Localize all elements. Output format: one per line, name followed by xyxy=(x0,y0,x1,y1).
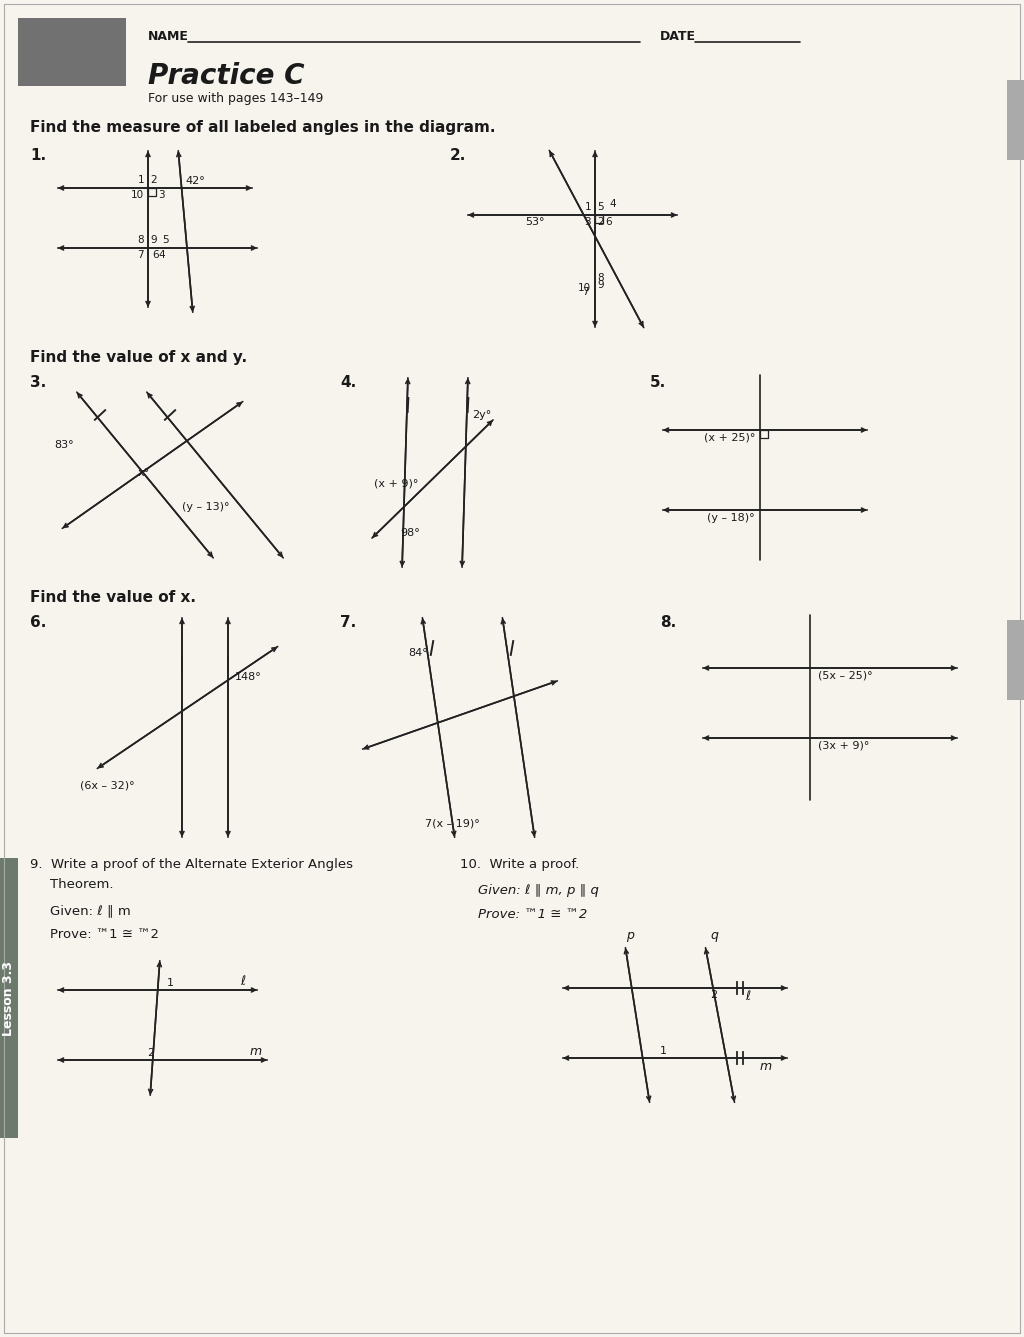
Bar xyxy=(1007,80,1024,160)
Text: Prove: ™1 ≅ ™2: Prove: ™1 ≅ ™2 xyxy=(50,928,159,941)
Text: ℓ: ℓ xyxy=(745,989,751,1003)
Text: Find the value of x and y.: Find the value of x and y. xyxy=(30,350,247,365)
Text: 4: 4 xyxy=(158,250,165,259)
Text: p: p xyxy=(626,929,634,943)
Text: 1: 1 xyxy=(137,175,144,185)
Text: 1: 1 xyxy=(660,1046,667,1056)
Text: (5x – 25)°: (5x – 25)° xyxy=(818,670,872,681)
Text: 3.3: 3.3 xyxy=(40,56,104,90)
Text: 98°: 98° xyxy=(400,528,420,537)
Text: 3.: 3. xyxy=(30,374,46,390)
Text: Given: ℓ ∥ m: Given: ℓ ∥ m xyxy=(50,904,131,917)
Text: 10: 10 xyxy=(578,283,591,293)
Text: Theorem.: Theorem. xyxy=(50,878,114,890)
Text: 2: 2 xyxy=(150,175,157,185)
Text: 4: 4 xyxy=(609,199,615,209)
Text: 84°: 84° xyxy=(408,648,428,658)
Text: 6.: 6. xyxy=(30,615,46,630)
Text: (3x + 9)°: (3x + 9)° xyxy=(818,739,869,750)
Text: Lesson 3.3: Lesson 3.3 xyxy=(2,960,15,1035)
Text: 10: 10 xyxy=(131,190,144,201)
Text: x°: x° xyxy=(138,468,151,479)
Text: 2: 2 xyxy=(147,1048,155,1058)
Text: m: m xyxy=(760,1060,772,1074)
Text: (x + 25)°: (x + 25)° xyxy=(703,433,755,443)
Text: 8: 8 xyxy=(597,273,603,283)
Text: 1.: 1. xyxy=(30,148,46,163)
Text: 9: 9 xyxy=(150,235,157,245)
Text: 6: 6 xyxy=(152,250,159,259)
Text: 8: 8 xyxy=(137,235,144,245)
Bar xyxy=(1007,620,1024,701)
Bar xyxy=(0,858,18,1138)
Text: 1: 1 xyxy=(167,977,174,988)
Text: 3: 3 xyxy=(585,217,591,227)
Text: 42°: 42° xyxy=(185,176,205,186)
Text: 7: 7 xyxy=(583,287,589,297)
Text: 148°: 148° xyxy=(234,673,262,682)
Text: 9: 9 xyxy=(597,279,603,290)
Text: 53°: 53° xyxy=(525,217,545,227)
Text: 5: 5 xyxy=(597,202,603,213)
Text: 83°: 83° xyxy=(54,440,74,451)
Text: Given: ℓ ∥ m, p ∥ q: Given: ℓ ∥ m, p ∥ q xyxy=(478,884,599,897)
Text: (y – 18)°: (y – 18)° xyxy=(708,513,755,523)
Text: 9.  Write a proof of the Alternate Exterior Angles: 9. Write a proof of the Alternate Exteri… xyxy=(30,858,353,870)
Text: Practice C: Practice C xyxy=(148,62,304,90)
Text: 4.: 4. xyxy=(340,374,356,390)
Text: (6x – 32)°: (6x – 32)° xyxy=(80,779,134,790)
Text: For use with pages 143–149: For use with pages 143–149 xyxy=(148,92,324,106)
Text: Find the value of x.: Find the value of x. xyxy=(30,590,196,606)
Text: 7.: 7. xyxy=(340,615,356,630)
Text: LESSON: LESSON xyxy=(48,35,96,45)
Text: Find the measure of all labeled angles in the diagram.: Find the measure of all labeled angles i… xyxy=(30,120,496,135)
Text: 2: 2 xyxy=(597,217,603,227)
Text: 8.: 8. xyxy=(660,615,676,630)
Text: ℓ: ℓ xyxy=(240,975,245,988)
Text: m: m xyxy=(250,1046,262,1058)
Text: 7(x – 19)°: 7(x – 19)° xyxy=(425,818,480,828)
Text: 1: 1 xyxy=(585,202,591,213)
Text: 7: 7 xyxy=(137,250,144,259)
Text: 6: 6 xyxy=(605,217,611,227)
Text: (y – 13)°: (y – 13)° xyxy=(182,501,229,512)
Text: NAME: NAME xyxy=(148,29,188,43)
Text: 2.: 2. xyxy=(450,148,466,163)
Bar xyxy=(18,17,126,86)
Text: 2: 2 xyxy=(710,989,717,1000)
Text: 10.  Write a proof.: 10. Write a proof. xyxy=(460,858,580,870)
Text: (x + 9)°: (x + 9)° xyxy=(374,479,419,488)
Text: 5: 5 xyxy=(162,235,169,245)
Text: 5.: 5. xyxy=(650,374,667,390)
Text: q: q xyxy=(710,929,718,943)
Text: DATE: DATE xyxy=(660,29,696,43)
Text: 3: 3 xyxy=(158,190,165,201)
Text: Prove: ™1 ≅ ™2: Prove: ™1 ≅ ™2 xyxy=(478,908,587,921)
Text: 2y°: 2y° xyxy=(472,410,492,420)
